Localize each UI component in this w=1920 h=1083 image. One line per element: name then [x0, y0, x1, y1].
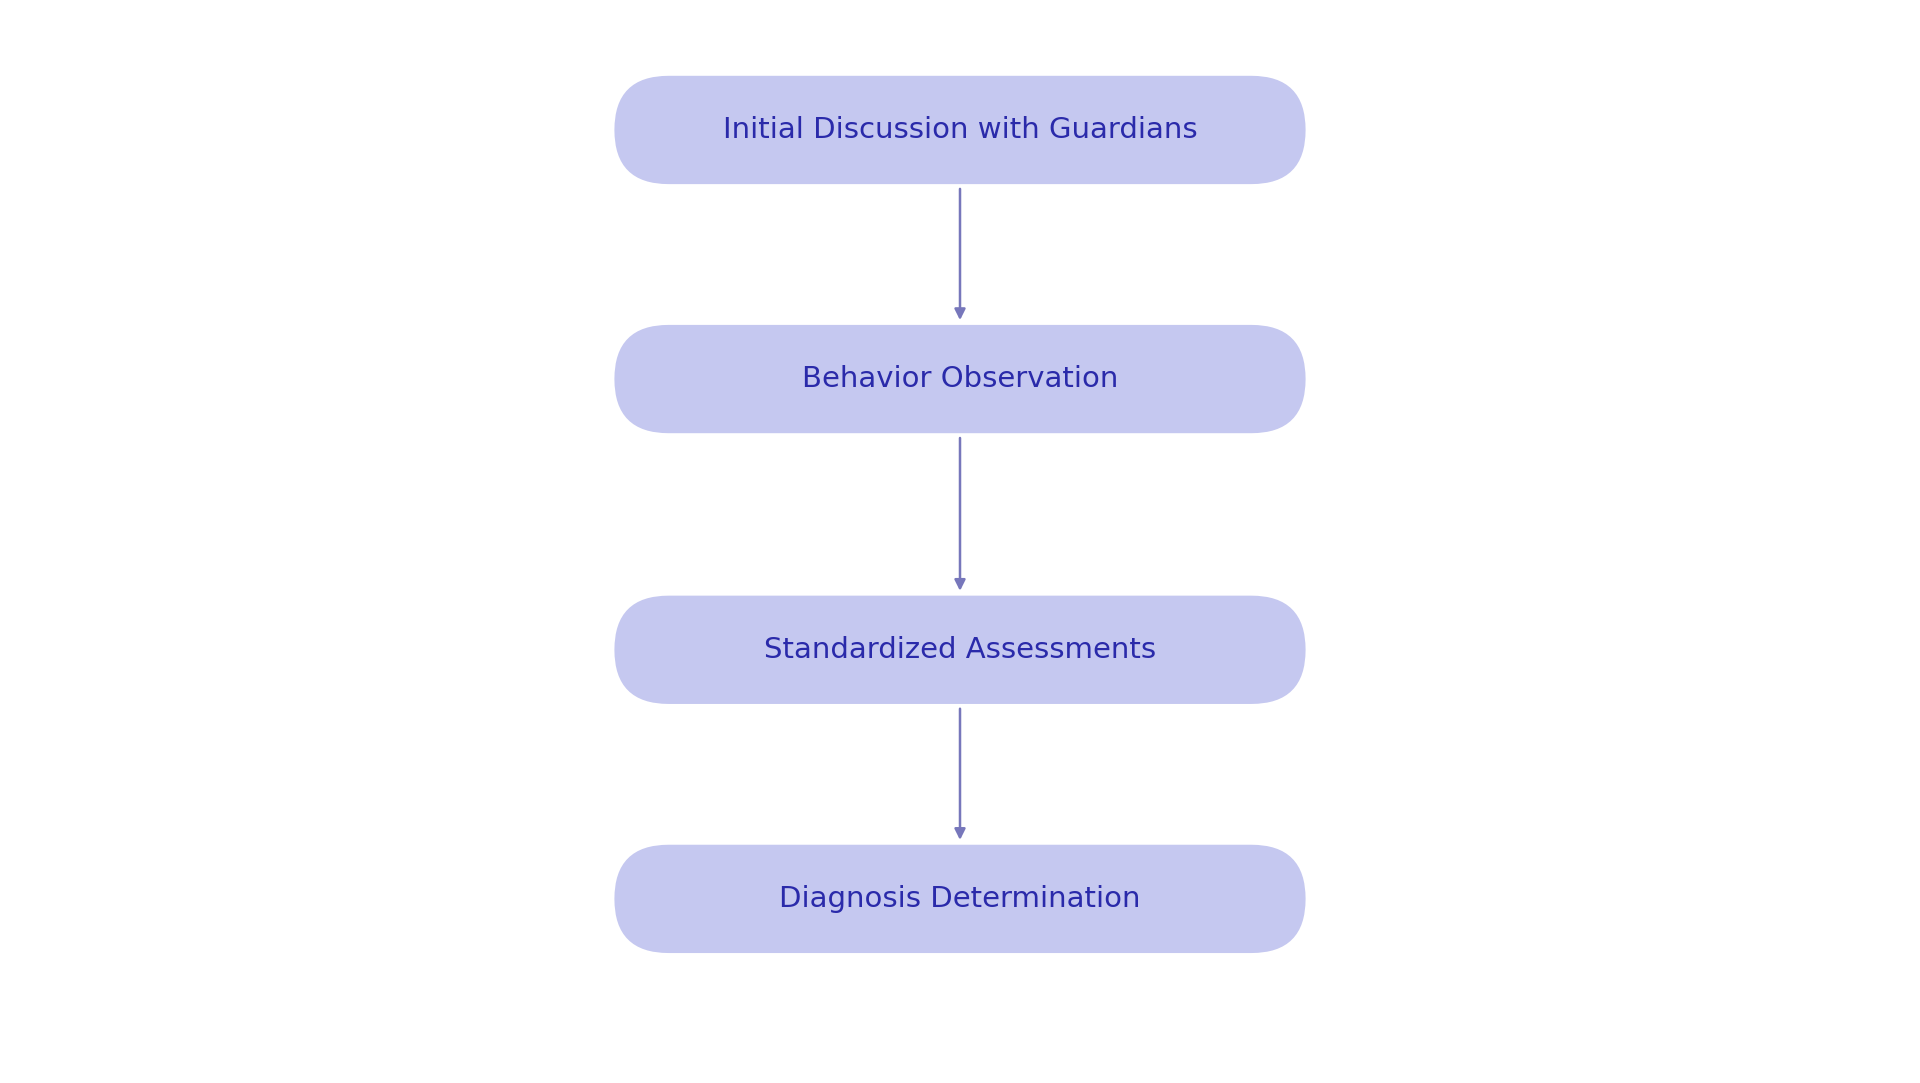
- Text: Standardized Assessments: Standardized Assessments: [764, 636, 1156, 664]
- FancyBboxPatch shape: [614, 76, 1306, 184]
- Text: Initial Discussion with Guardians: Initial Discussion with Guardians: [722, 116, 1198, 144]
- Text: Diagnosis Determination: Diagnosis Determination: [780, 885, 1140, 913]
- FancyBboxPatch shape: [614, 845, 1306, 953]
- FancyBboxPatch shape: [614, 325, 1306, 433]
- Text: Behavior Observation: Behavior Observation: [803, 365, 1117, 393]
- FancyBboxPatch shape: [614, 596, 1306, 704]
